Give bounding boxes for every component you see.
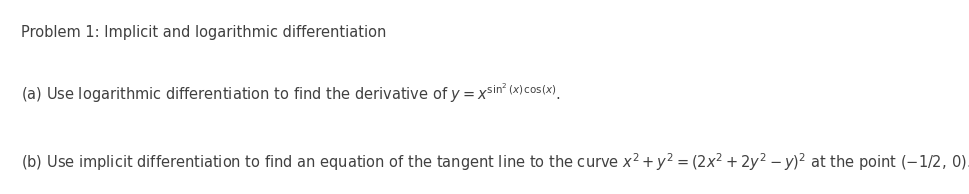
Text: (a) Use logarithmic differentiation to find the derivative of $y = x^{\sin^2(x)\: (a) Use logarithmic differentiation to f…	[21, 81, 560, 105]
Text: Problem 1: Implicit and logarithmic differentiation: Problem 1: Implicit and logarithmic diff…	[21, 25, 387, 40]
Text: (b) Use implicit differentiation to find an equation of the tangent line to the : (b) Use implicit differentiation to find…	[21, 151, 969, 173]
